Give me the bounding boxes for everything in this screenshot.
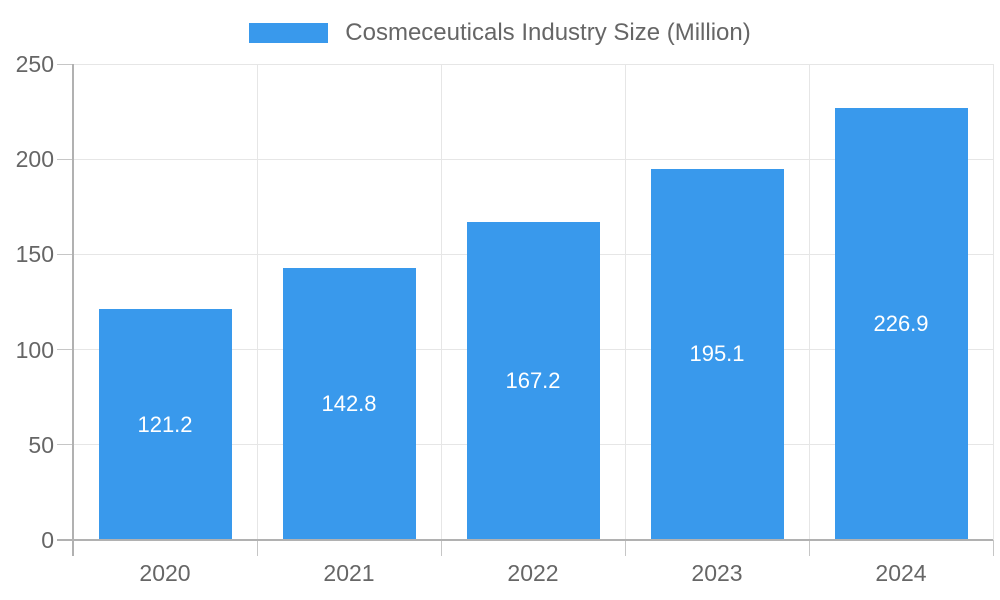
bar-value-label: 142.8 — [321, 391, 377, 417]
x-tick — [440, 540, 442, 556]
y-axis-label: 200 — [15, 146, 54, 173]
x-tick — [992, 540, 994, 556]
x-axis-label: 2023 — [691, 560, 743, 586]
x-axis-label: 2024 — [875, 560, 927, 586]
x-gridline — [624, 64, 626, 540]
x-gridline — [440, 64, 442, 540]
bar-value-label: 167.2 — [505, 367, 561, 393]
legend-swatch — [249, 23, 329, 43]
y-axis-label: 0 — [41, 527, 54, 553]
legend-label: Cosmeceuticals Industry Size (Million) — [345, 18, 751, 46]
y-tick — [57, 539, 73, 541]
x-gridline — [992, 64, 994, 540]
x-axis-label: 2020 — [139, 560, 191, 586]
bar[interactable]: 167.2 — [466, 221, 600, 540]
bar[interactable]: 142.8 — [282, 268, 416, 540]
bar-value-label: 195.1 — [689, 341, 745, 367]
x-gridline — [256, 64, 258, 540]
bar[interactable]: 226.9 — [834, 107, 968, 540]
y-axis-label: 150 — [15, 241, 54, 268]
y-gridline — [73, 63, 993, 65]
x-axis-label: 2022 — [507, 560, 559, 586]
x-axis-line — [73, 539, 993, 541]
x-gridline — [808, 64, 810, 540]
y-axis-label: 100 — [15, 336, 54, 363]
x-tick — [256, 540, 258, 556]
y-gridline — [73, 158, 993, 160]
x-tick — [624, 540, 626, 556]
bar[interactable]: 121.2 — [98, 309, 232, 540]
bar[interactable]: 195.1 — [650, 168, 784, 540]
y-tick — [57, 349, 73, 351]
y-tick — [57, 158, 73, 160]
bar-value-label: 121.2 — [137, 411, 193, 437]
y-tick — [57, 444, 73, 446]
y-axis-label: 50 — [28, 431, 54, 458]
bar-value-label: 226.9 — [873, 310, 929, 336]
x-tick — [808, 540, 810, 556]
legend-item[interactable]: Cosmeceuticals Industry Size (Million) — [0, 12, 1000, 54]
y-tick — [57, 253, 73, 255]
x-tick — [72, 540, 74, 556]
x-axis-label: 2021 — [323, 560, 375, 586]
y-tick — [57, 63, 73, 65]
y-axis-line — [72, 64, 74, 540]
y-axis-label: 250 — [15, 51, 54, 77]
